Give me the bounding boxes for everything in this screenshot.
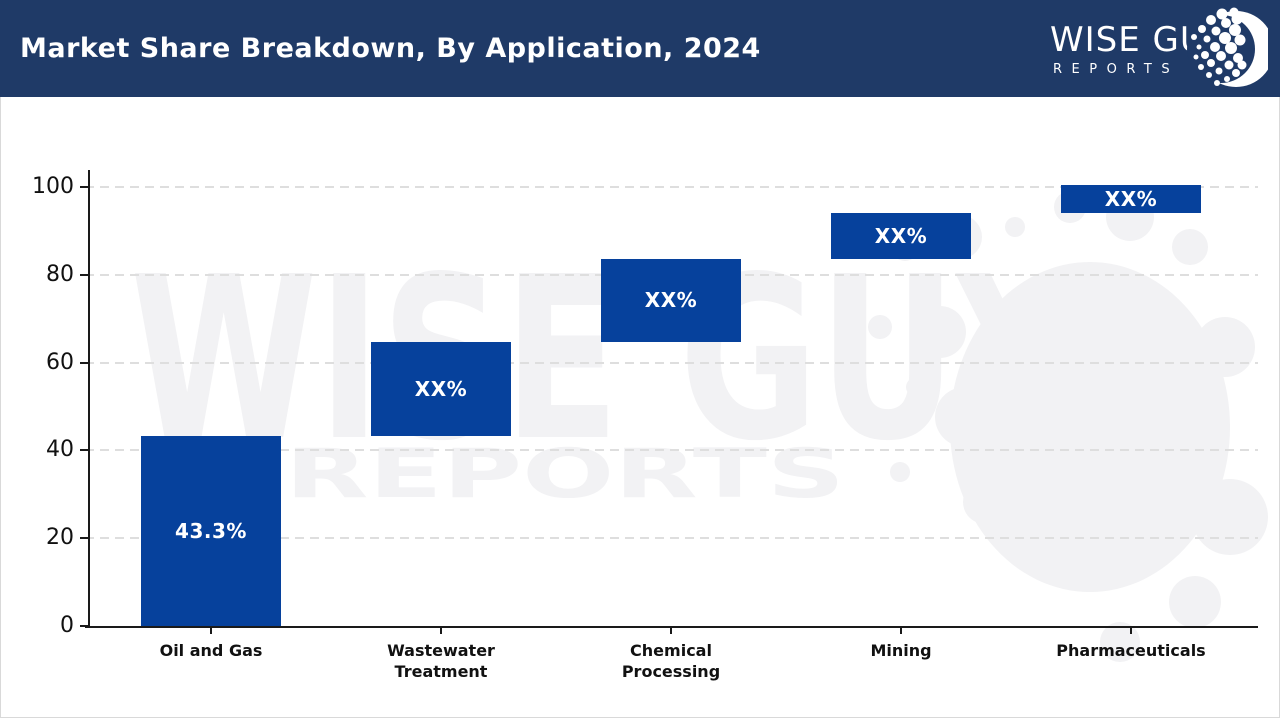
y-tick — [80, 537, 89, 540]
y-tick-label: 100 — [32, 174, 74, 199]
bar-segment: XX% — [831, 212, 971, 260]
watermark-line2: REPORTS — [285, 435, 845, 514]
gridline — [85, 537, 1258, 540]
y-tick-label: 80 — [46, 261, 74, 287]
y-tick — [80, 449, 89, 452]
y-tick-label: 20 — [46, 525, 74, 551]
x-category-label: Pharmaceuticals — [1056, 641, 1206, 660]
bar-value-label: XX% — [644, 288, 698, 313]
plot-area: WISE GUY REPORTS 0 20 40 60 80 100 43.3% Oil an… — [0, 97, 1280, 720]
bar-value-label: XX% — [1104, 187, 1158, 212]
x-category-label: Oil and Gas — [159, 641, 263, 660]
y-tick-label: 40 — [46, 437, 74, 463]
y-axis-spine — [88, 170, 90, 628]
bar-segment: XX% — [1061, 185, 1201, 213]
bar-value-label: XX% — [874, 224, 928, 249]
bar-value-label: 43.3% — [175, 518, 247, 543]
header-bar: Market Share Breakdown, By Application, … — [0, 0, 1280, 97]
logo-head-icon — [1187, 7, 1268, 87]
x-tick — [900, 628, 902, 634]
x-tick — [210, 628, 212, 634]
y-tick — [80, 186, 89, 188]
x-axis-line — [85, 626, 1258, 628]
y-tick — [80, 361, 89, 364]
y-tick-label: 60 — [46, 349, 74, 375]
x-category-label: Mining — [870, 641, 932, 660]
x-tick — [1130, 628, 1132, 634]
y-tick-label: 0 — [60, 613, 74, 638]
x-tick — [440, 628, 442, 634]
x-category-label: Chemical Processing — [621, 641, 721, 681]
bar-segment: 43.3% — [141, 435, 281, 626]
x-tick — [670, 628, 672, 634]
bar-segment: XX% — [601, 259, 741, 342]
y-tick — [80, 625, 89, 627]
gridline — [85, 449, 1258, 452]
gridline — [85, 361, 1258, 364]
brand-logo: WISE GUY REPORTS — [1028, 0, 1268, 97]
bar-segment: XX% — [371, 341, 511, 436]
gridline — [85, 186, 1258, 188]
chart-title: Market Share Breakdown, By Application, … — [20, 33, 761, 64]
y-tick — [80, 273, 89, 276]
bar-value-label: XX% — [414, 376, 468, 401]
logo-brand-sub: REPORTS — [1053, 62, 1180, 77]
x-category-label: Wastewater Treatment — [387, 641, 495, 681]
